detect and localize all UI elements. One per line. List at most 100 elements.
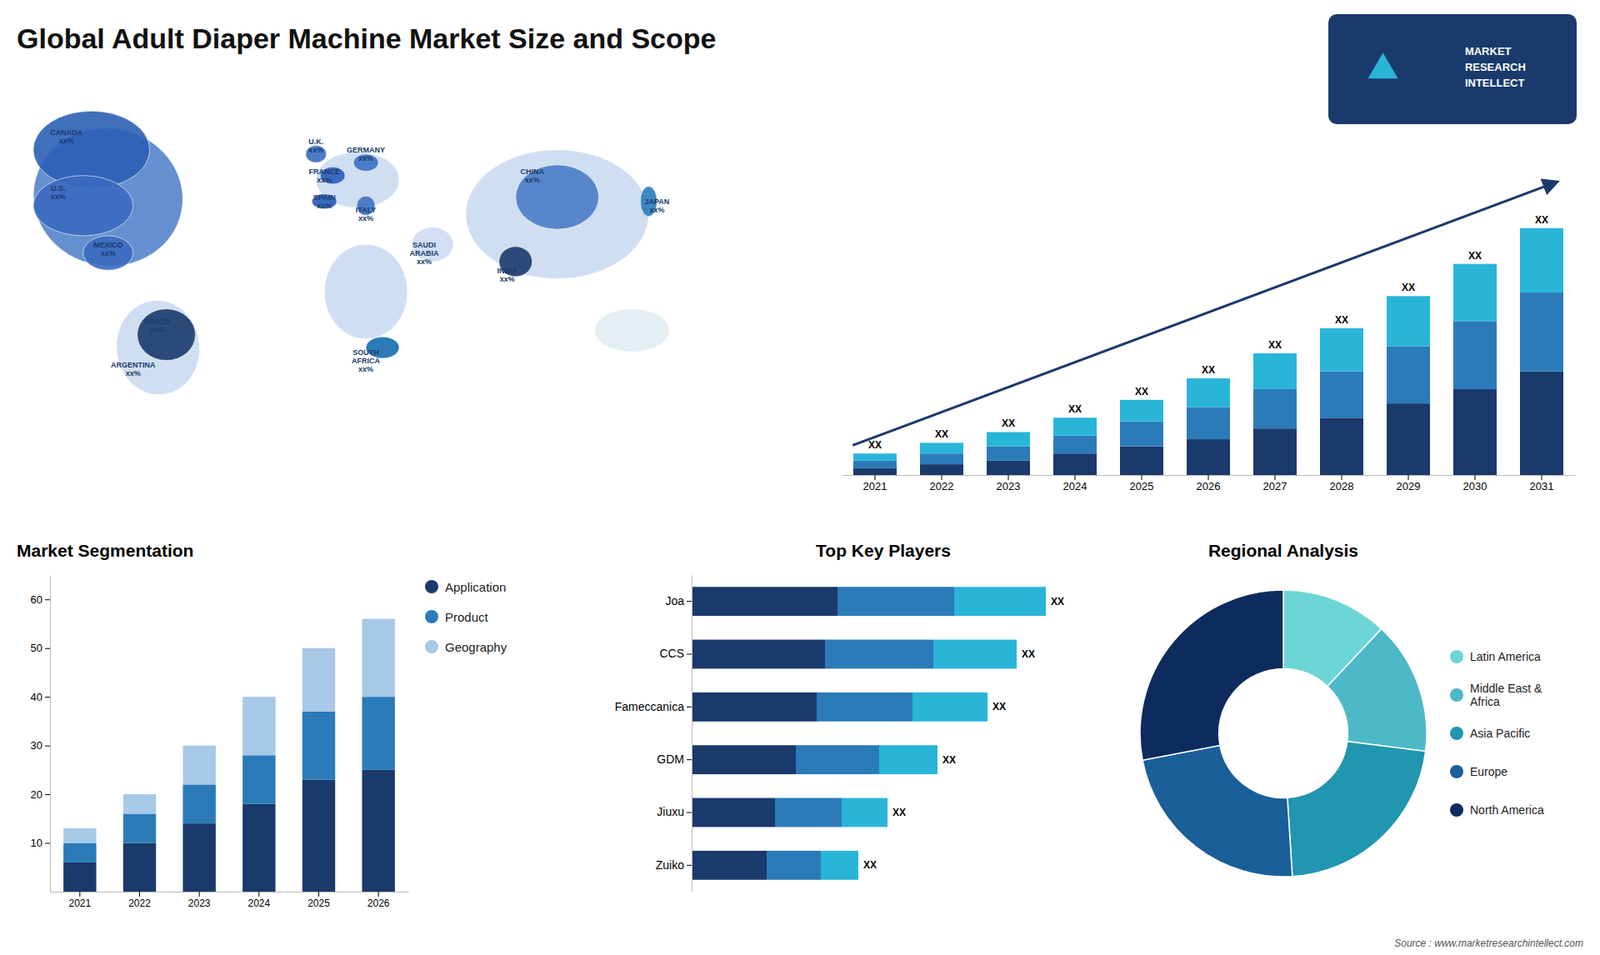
bar <box>1453 320 1497 390</box>
legend-label: Geography <box>445 640 508 655</box>
map-region <box>595 309 670 353</box>
legend-label: North America <box>1470 803 1545 817</box>
text-line: xx% <box>100 249 116 258</box>
tick: Zuiko <box>655 858 692 872</box>
bar <box>123 794 156 814</box>
legend-marker <box>425 610 439 624</box>
tick-mark <box>318 891 320 897</box>
text-line: FRANCE <box>308 167 340 176</box>
chart-title: Top Key Players <box>815 540 951 560</box>
bar <box>1453 264 1497 322</box>
text-line: GERMANY <box>346 145 385 155</box>
legend-label: Europe <box>1470 765 1508 779</box>
legend-label: Middle East &Africa <box>1470 681 1543 709</box>
tick-label: 2023 <box>996 480 1021 493</box>
map-label: SPAINxx% <box>313 193 336 210</box>
tick-label: 2024 <box>1063 480 1088 493</box>
tick: 2022 <box>128 891 151 910</box>
bar <box>182 745 215 785</box>
tick: 2024 <box>1063 475 1088 493</box>
map-region <box>324 244 408 340</box>
tick-label: 2022 <box>128 897 151 910</box>
map-region <box>305 145 327 164</box>
legend-marker <box>1450 765 1464 779</box>
tick-label: 2026 <box>1196 480 1221 493</box>
legend-label: Latin America <box>1470 650 1541 664</box>
logo-symbol <box>1368 52 1399 79</box>
bar <box>1386 403 1430 475</box>
bar <box>1320 370 1364 418</box>
bar <box>1120 446 1164 475</box>
map-label: BRAZILxx% <box>144 317 172 335</box>
tick: 20 <box>30 788 50 801</box>
tick-mark <box>686 706 692 708</box>
tick: 2030 <box>1463 475 1488 493</box>
bar-label: XX <box>1535 214 1549 226</box>
bar <box>1320 417 1364 475</box>
x-axis: 202120222023202420252026 <box>50 891 410 910</box>
bar <box>933 640 1017 670</box>
bar <box>1120 421 1164 447</box>
text-line: AFRICA <box>351 356 380 365</box>
tick-mark <box>1275 475 1276 480</box>
tick-label: Joa <box>665 594 685 608</box>
bar-label: XX <box>1068 403 1082 415</box>
legend-label: Asia Pacific <box>1470 726 1530 740</box>
tick: 2023 <box>996 475 1021 493</box>
bar <box>853 453 897 461</box>
tick-mark <box>1341 475 1343 480</box>
tick: 2024 <box>247 891 270 910</box>
bar <box>1453 389 1497 475</box>
text-line: SPAIN <box>313 193 336 202</box>
text-line: INDIA <box>497 266 519 275</box>
legend-label: Product <box>445 610 490 625</box>
bar <box>1186 378 1230 407</box>
tick-mark <box>1008 475 1010 480</box>
tick-mark <box>45 745 50 747</box>
bar <box>920 453 964 465</box>
tick-mark <box>378 891 380 897</box>
tick-label: 50 <box>30 641 43 655</box>
bar <box>1520 292 1564 371</box>
tick-label: 2027 <box>1263 480 1288 493</box>
axis-line <box>50 891 410 893</box>
text-line: xx% <box>150 325 166 335</box>
legend-marker <box>1450 726 1464 740</box>
bar-label: XX <box>1268 339 1282 351</box>
bar <box>1386 295 1430 346</box>
tick-mark <box>45 648 50 650</box>
map-label: GERMANYxx% <box>346 145 385 163</box>
bar <box>691 692 817 722</box>
tick-mark <box>45 696 50 698</box>
bar-label: XX <box>1335 314 1349 326</box>
tick: 2027 <box>1263 475 1288 493</box>
tick: 2021 <box>863 475 888 493</box>
map-label: MEXICOxx% <box>93 240 124 258</box>
bar <box>123 813 156 843</box>
tick-label: 2024 <box>247 897 270 910</box>
bar <box>816 692 913 722</box>
text-line: North America <box>1470 803 1545 817</box>
logo-text: MARKETRESEARCHINTELLECT <box>1465 45 1526 90</box>
tick-mark <box>45 794 50 795</box>
tick: GDM <box>656 752 692 766</box>
tick: 30 <box>30 739 50 752</box>
y-axis: 102030405060 <box>30 575 51 893</box>
bar <box>63 843 96 863</box>
text-line: xx% <box>500 275 515 284</box>
tick-mark <box>1475 475 1476 480</box>
text-line: xx% <box>50 192 66 201</box>
tick-label: Fameccanica <box>615 700 685 714</box>
tick-mark <box>1141 475 1143 480</box>
slice <box>1142 745 1293 877</box>
legend-marker <box>425 580 439 594</box>
bar <box>986 460 1030 475</box>
tick-label: 2026 <box>367 897 390 910</box>
bar <box>63 862 96 892</box>
map-label: U.K.xx% <box>308 137 324 155</box>
bar <box>775 798 842 828</box>
bar <box>920 442 964 454</box>
text-line: xx% <box>358 154 374 163</box>
bar <box>1053 417 1097 435</box>
text-line: xx% <box>649 205 665 215</box>
